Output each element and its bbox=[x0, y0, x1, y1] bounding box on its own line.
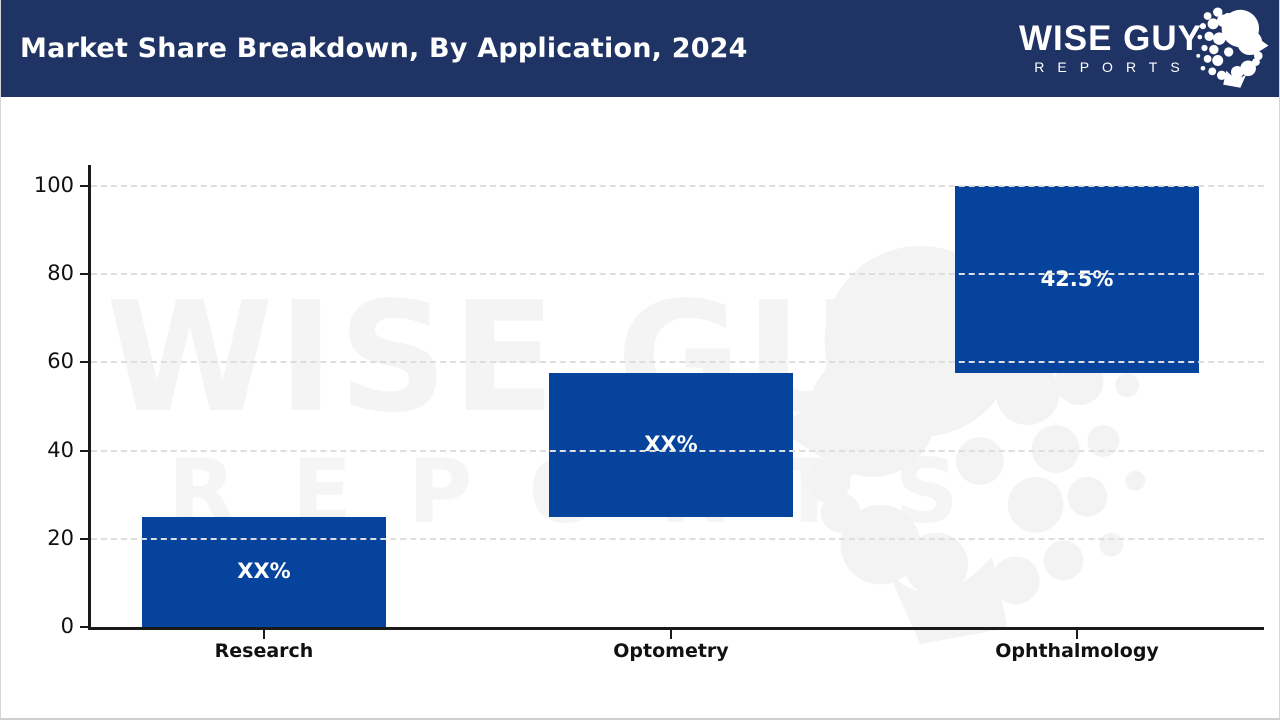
y-axis-line bbox=[88, 165, 91, 630]
y-tick-label: 40 bbox=[47, 437, 74, 462]
x-tick-mark bbox=[670, 630, 672, 639]
bar-value-label: 42.5% bbox=[1040, 266, 1114, 291]
y-tick-mark bbox=[80, 185, 88, 187]
x-category-label: Optometry bbox=[613, 640, 729, 662]
y-tick-label: 60 bbox=[47, 349, 74, 374]
x-category-label: Ophthalmology bbox=[995, 640, 1159, 662]
header: Market Share Breakdown, By Application, … bbox=[0, 0, 1280, 97]
y-tick-mark bbox=[80, 449, 88, 452]
y-gridline bbox=[91, 273, 1264, 276]
y-gridline bbox=[91, 185, 1264, 187]
bar-value-label: XX% bbox=[237, 558, 291, 583]
y-tick-mark bbox=[80, 361, 88, 364]
bar-research[interactable]: XX% bbox=[142, 516, 386, 627]
chart-title: Market Share Breakdown, By Application, … bbox=[20, 33, 748, 64]
bar-ophthalmology[interactable]: 42.5% bbox=[955, 186, 1199, 374]
y-tick-label: 80 bbox=[47, 261, 74, 286]
logo-subtext: REPORTS bbox=[1034, 59, 1193, 75]
x-category-label: Research bbox=[214, 640, 314, 662]
y-tick-mark bbox=[80, 273, 88, 276]
bar-optometry[interactable]: XX% bbox=[549, 373, 793, 517]
wise-guy-logo: WISE GUY REPORTS bbox=[1019, 5, 1280, 91]
x-tick-mark bbox=[263, 630, 265, 639]
x-axis-line bbox=[88, 627, 1264, 630]
logo-wordmark: WISE GUY bbox=[1018, 19, 1202, 58]
y-gridline bbox=[91, 537, 1264, 540]
y-tick-label: 20 bbox=[47, 525, 74, 550]
bar-value-label: XX% bbox=[644, 432, 698, 457]
y-gridline bbox=[91, 361, 1264, 364]
y-tick-label: 100 bbox=[33, 173, 74, 197]
y-tick-mark bbox=[80, 626, 88, 628]
x-tick-mark bbox=[1076, 630, 1078, 639]
y-gridline bbox=[91, 449, 1264, 452]
y-tick-label: 0 bbox=[60, 614, 74, 638]
wise-guy-head-icon bbox=[1196, 6, 1269, 88]
y-tick-mark bbox=[80, 537, 88, 540]
